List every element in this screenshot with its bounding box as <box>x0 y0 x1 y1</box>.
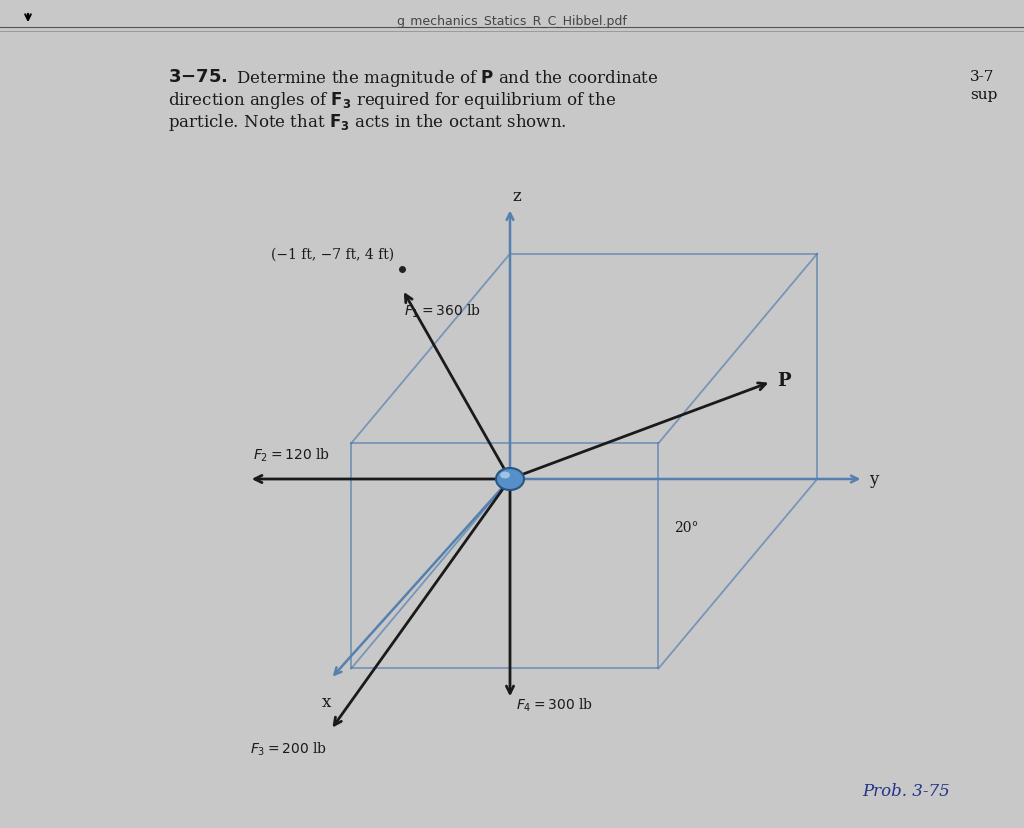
Text: $\mathbf{3}$$\mathbf{-75.}$: $\mathbf{3}$$\mathbf{-75.}$ <box>168 68 227 86</box>
Ellipse shape <box>496 469 524 490</box>
Text: sup: sup <box>970 88 997 102</box>
Text: P: P <box>777 371 791 389</box>
Text: $F_1 = 360$ lb: $F_1 = 360$ lb <box>404 302 481 320</box>
Text: g_mechanics_Statics_R_C_Hibbel.pdf: g_mechanics_Statics_R_C_Hibbel.pdf <box>396 15 628 28</box>
Text: y: y <box>869 471 879 488</box>
Text: x: x <box>323 693 332 710</box>
Text: 3-7: 3-7 <box>970 70 994 84</box>
Text: $F_4 = 300$ lb: $F_4 = 300$ lb <box>516 696 593 713</box>
Text: $F_3 = 200$ lb: $F_3 = 200$ lb <box>250 740 327 758</box>
Ellipse shape <box>500 472 510 479</box>
Text: (−1 ft, −7 ft, 4 ft): (−1 ft, −7 ft, 4 ft) <box>271 248 394 262</box>
Text: Determine the magnitude of $\mathbf{P}$ and the coordinate: Determine the magnitude of $\mathbf{P}$ … <box>226 68 658 89</box>
Text: Prob. 3-75: Prob. 3-75 <box>862 782 950 799</box>
Text: 20°: 20° <box>674 520 698 534</box>
Text: z: z <box>512 187 521 205</box>
Text: particle. Note that $\mathbf{F_3}$ acts in the octant shown.: particle. Note that $\mathbf{F_3}$ acts … <box>168 112 566 132</box>
Text: $F_2 = 120$ lb: $F_2 = 120$ lb <box>253 446 330 464</box>
Text: direction angles of $\mathbf{F_3}$ required for equilibrium of the: direction angles of $\mathbf{F_3}$ requi… <box>168 90 616 111</box>
